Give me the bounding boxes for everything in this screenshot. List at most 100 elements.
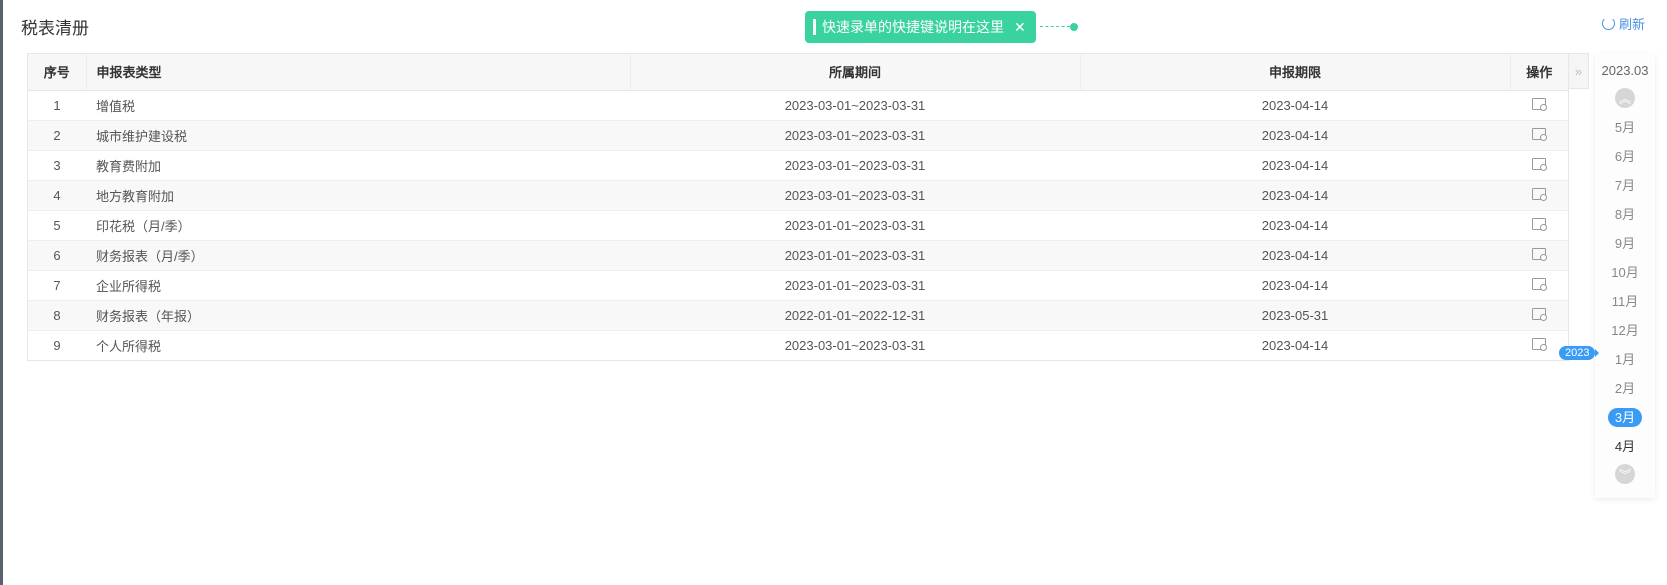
month-label: 8月 <box>1615 207 1635 222</box>
cell-op <box>1510 150 1568 180</box>
view-detail-icon[interactable] <box>1532 98 1546 110</box>
cell-period: 2023-01-01~2023-03-31 <box>630 270 1080 300</box>
month-item[interactable]: 7月 <box>1595 170 1655 199</box>
cell-deadline: 2023-04-14 <box>1080 90 1510 120</box>
cell-seq: 1 <box>28 90 86 120</box>
month-item[interactable]: 5月 <box>1595 112 1655 141</box>
view-detail-icon[interactable] <box>1532 188 1546 200</box>
cell-seq: 7 <box>28 270 86 300</box>
cell-deadline: 2023-04-14 <box>1080 150 1510 180</box>
month-item[interactable]: 8月 <box>1595 199 1655 228</box>
month-label: 2月 <box>1615 381 1635 396</box>
close-icon[interactable]: ✕ <box>1014 20 1026 34</box>
cell-type: 地方教育附加 <box>86 180 630 210</box>
rail-up-button[interactable]: ︽ <box>1615 88 1635 108</box>
view-detail-icon[interactable] <box>1532 218 1546 230</box>
month-label: 10月 <box>1611 265 1638 280</box>
cell-period: 2023-01-01~2023-03-31 <box>630 210 1080 240</box>
month-item[interactable]: 11月 <box>1595 286 1655 315</box>
view-detail-icon[interactable] <box>1532 338 1546 350</box>
month-item[interactable]: 10月 <box>1595 257 1655 286</box>
month-item[interactable]: 2月 <box>1595 373 1655 402</box>
cell-op <box>1510 90 1568 120</box>
cell-op <box>1510 300 1568 330</box>
cell-period: 2023-03-01~2023-03-31 <box>630 120 1080 150</box>
tip-content: 快速录单的快捷键说明在这里 ✕ <box>805 11 1036 43</box>
table-row: 2城市维护建设税2023-03-01~2023-03-312023-04-14 <box>28 120 1568 150</box>
cell-deadline: 2023-04-14 <box>1080 330 1510 360</box>
cell-period: 2023-03-01~2023-03-31 <box>630 90 1080 120</box>
cell-seq: 4 <box>28 180 86 210</box>
table-row: 1增值税2023-03-01~2023-03-312023-04-14 <box>28 90 1568 120</box>
cell-type: 财务报表（年报） <box>86 300 630 330</box>
view-detail-icon[interactable] <box>1532 308 1546 320</box>
month-label: 6月 <box>1615 149 1635 164</box>
table-row: 9个人所得税2023-03-01~2023-03-312023-04-14 <box>28 330 1568 360</box>
month-item[interactable]: 9月 <box>1595 228 1655 257</box>
table-row: 6财务报表（月/季）2023-01-01~2023-03-312023-04-1… <box>28 240 1568 270</box>
date-rail: 2023.03 ︽ 5月 6月 7月 8月 9月 10月 11月 12月 20231月 2月 3月 4… <box>1595 53 1655 498</box>
refresh-button[interactable]: 刷新 <box>1602 14 1645 33</box>
current-period-label: 2023.03 <box>1595 53 1655 84</box>
cell-type: 增值税 <box>86 90 630 120</box>
chevron-down-icon: ︾ <box>1619 466 1631 483</box>
cell-op <box>1510 240 1568 270</box>
month-label: 3月 <box>1608 408 1642 427</box>
rail-down-button[interactable]: ︾ <box>1615 464 1635 484</box>
refresh-icon <box>1602 17 1615 30</box>
month-label: 7月 <box>1615 178 1635 193</box>
cell-type: 印花税（月/季） <box>86 210 630 240</box>
chevron-right-icon: » <box>1575 64 1582 79</box>
cell-op <box>1510 270 1568 300</box>
refresh-label: 刷新 <box>1619 14 1645 33</box>
month-item[interactable]: 6月 <box>1595 141 1655 170</box>
col-op-header: 操作 <box>1510 54 1568 90</box>
month-label: 11月 <box>1612 294 1639 309</box>
view-detail-icon[interactable] <box>1532 128 1546 140</box>
tip-trail-line <box>1040 26 1070 27</box>
chevron-up-icon: ︽ <box>1619 90 1631 107</box>
table-row: 8财务报表（年报）2022-01-01~2022-12-312023-05-31 <box>28 300 1568 330</box>
cell-period: 2023-03-01~2023-03-31 <box>630 180 1080 210</box>
cell-seq: 2 <box>28 120 86 150</box>
tip-banner: 快速录单的快捷键说明在这里 ✕ <box>805 11 1078 43</box>
expand-button[interactable]: » <box>1569 53 1589 89</box>
tip-text: 快速录单的快捷键说明在这里 <box>822 17 1004 37</box>
table-row: 4地方教育附加2023-03-01~2023-03-312023-04-14 <box>28 180 1568 210</box>
cell-seq: 3 <box>28 150 86 180</box>
cell-type: 城市维护建设税 <box>86 120 630 150</box>
cell-type: 企业所得税 <box>86 270 630 300</box>
view-detail-icon[interactable] <box>1532 158 1546 170</box>
cell-deadline: 2023-05-31 <box>1080 300 1510 330</box>
tax-table: 序号 申报表类型 所属期间 申报期限 操作 1增值税2023-03-01~202… <box>27 53 1569 361</box>
month-label: 12月 <box>1611 323 1638 338</box>
view-detail-icon[interactable] <box>1532 248 1546 260</box>
cell-op <box>1510 210 1568 240</box>
table-row: 3教育费附加2023-03-01~2023-03-312023-04-14 <box>28 150 1568 180</box>
cell-deadline: 2023-04-14 <box>1080 180 1510 210</box>
cell-op <box>1510 180 1568 210</box>
cell-seq: 8 <box>28 300 86 330</box>
cell-deadline: 2023-04-14 <box>1080 240 1510 270</box>
cell-deadline: 2023-04-14 <box>1080 270 1510 300</box>
month-item[interactable]: 3月 <box>1595 402 1655 431</box>
view-detail-icon[interactable] <box>1532 278 1546 290</box>
cell-type: 教育费附加 <box>86 150 630 180</box>
month-item[interactable]: 12月 <box>1595 315 1655 344</box>
table-row: 7企业所得税2023-01-01~2023-03-312023-04-14 <box>28 270 1568 300</box>
month-label: 4月 <box>1615 439 1635 454</box>
cell-type: 财务报表（月/季） <box>86 240 630 270</box>
month-label: 9月 <box>1615 236 1635 251</box>
cell-period: 2023-03-01~2023-03-31 <box>630 150 1080 180</box>
cell-period: 2023-03-01~2023-03-31 <box>630 330 1080 360</box>
tip-trail-dot-icon <box>1070 23 1078 31</box>
month-label: 1月 <box>1615 352 1635 367</box>
cell-period: 2022-01-01~2022-12-31 <box>630 300 1080 330</box>
month-label: 5月 <box>1615 120 1635 135</box>
cell-seq: 5 <box>28 210 86 240</box>
cell-deadline: 2023-04-14 <box>1080 210 1510 240</box>
month-item[interactable]: 20231月 <box>1595 344 1655 373</box>
page-title: 税表清册 <box>21 14 89 39</box>
table-row: 5印花税（月/季）2023-01-01~2023-03-312023-04-14 <box>28 210 1568 240</box>
month-item[interactable]: 4月 <box>1595 431 1655 460</box>
